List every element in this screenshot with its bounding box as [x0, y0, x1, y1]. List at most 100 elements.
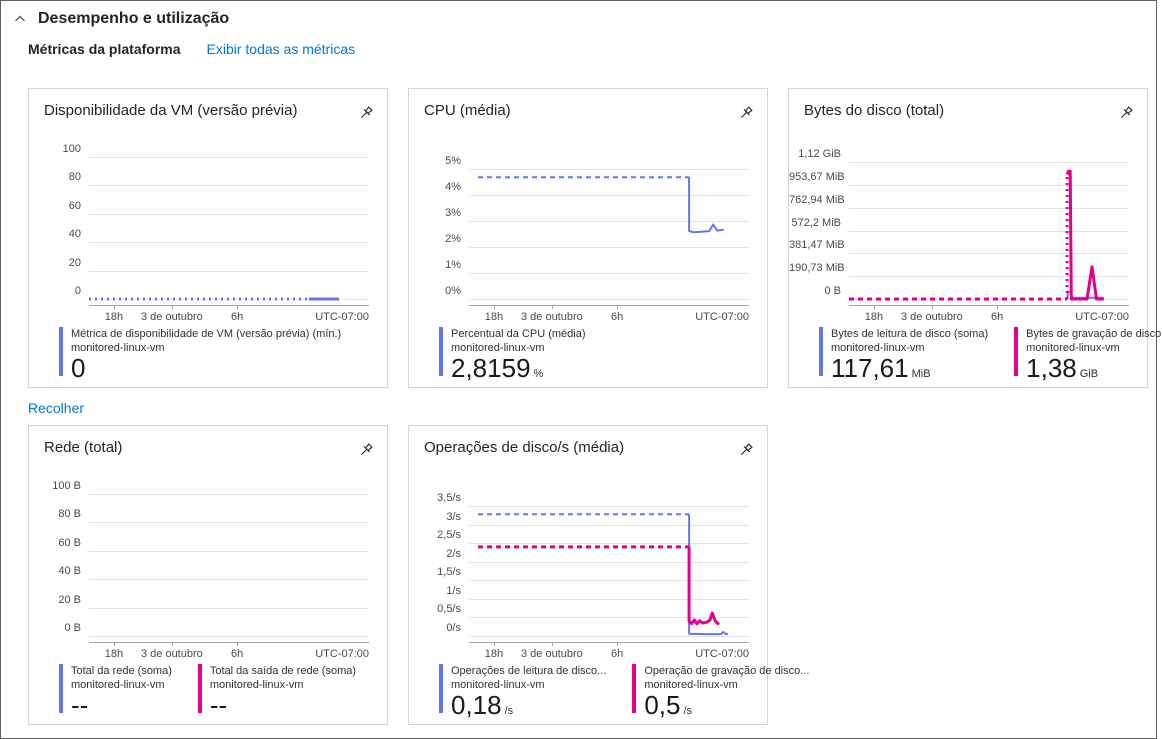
x-tick-label: 18h — [484, 648, 504, 660]
y-tick-label: 0/s — [446, 622, 461, 634]
x-axis-line — [89, 642, 369, 643]
x-axis-line — [469, 305, 749, 306]
legend-item[interactable]: Total da rede (soma) monitored-linux-vm -- — [59, 664, 172, 718]
metric-card[interactable]: Disponibilidade da VM (versão prévia) 100… — [28, 88, 388, 388]
platform-metrics-label: Métricas da plataforma — [28, 41, 181, 57]
timezone-label: UTC-07:00 — [315, 311, 369, 323]
legend-resource: monitored-linux-vm — [1026, 342, 1120, 354]
gridline — [89, 636, 369, 637]
x-tick-label: 6h — [990, 311, 1004, 323]
card-title: Rede (total) — [44, 439, 123, 456]
chart-plot — [478, 176, 724, 234]
legend-item[interactable]: Bytes de gravação de disco (soma) monitor… — [1014, 327, 1162, 381]
show-all-metrics-link[interactable]: Exibir todas as métricas — [206, 41, 356, 57]
legend-value: -- — [209, 690, 228, 720]
gridline — [469, 524, 749, 526]
x-tick-label: 18h — [864, 311, 884, 323]
legend-label: Percentual da CPU (média) — [451, 328, 586, 340]
y-tick-label: 0 B — [824, 285, 841, 297]
legend-item[interactable]: Métrica de disponibilidade de VM (versão… — [59, 327, 341, 381]
gridline — [469, 169, 749, 170]
chart-plot — [849, 169, 1104, 301]
pin-button[interactable] — [734, 102, 756, 124]
legend-item[interactable]: Percentual da CPU (média) monitored-linux… — [439, 327, 586, 381]
legend-value: 2,8159 — [451, 353, 531, 383]
gridline — [89, 494, 369, 495]
legend-color-bar — [1014, 327, 1019, 376]
legend-resource: monitored-linux-vm — [71, 342, 165, 354]
x-tick-label: 18h — [104, 311, 124, 323]
legend-item[interactable]: Operações de leitura de disco... monitore… — [439, 664, 606, 718]
legend-resource: monitored-linux-vm — [451, 342, 545, 354]
gridline — [469, 636, 749, 637]
y-tick-label: 2,5/s — [437, 529, 461, 542]
x-axis-tick — [493, 305, 495, 309]
pin-button[interactable] — [1114, 102, 1136, 124]
x-axis-tick — [617, 305, 619, 309]
y-tick-label: 1/s — [446, 584, 461, 597]
legend-color-bar — [439, 327, 443, 376]
chart-line-blue — [688, 177, 724, 234]
gridline — [469, 598, 749, 600]
timezone-label: UTC-07:00 — [1075, 311, 1129, 323]
legend-value: 0,18 — [451, 690, 502, 720]
pin-icon — [360, 442, 373, 455]
y-tick-label: 80 — [68, 171, 81, 184]
y-tick-label: 5% — [445, 155, 461, 167]
x-axis-tick — [237, 642, 239, 646]
y-tick-label: 0 B — [64, 622, 81, 634]
pin-button[interactable] — [734, 439, 756, 461]
y-tick-label: 0 — [74, 285, 81, 297]
gridline — [89, 270, 369, 272]
legend-unit: /s — [504, 705, 514, 717]
legend-label: Operações de leitura de disco... — [451, 665, 607, 677]
legend-color-bar — [59, 664, 63, 713]
x-tick-label: 6h — [610, 311, 624, 323]
y-tick-label: 0,5/s — [437, 603, 461, 616]
collapse-link[interactable]: Recolher — [28, 400, 85, 416]
card-title: Operações de disco/s (média) — [424, 439, 625, 456]
y-tick-label: 3/s — [446, 510, 461, 523]
legend-item[interactable]: Total da saída de rede (soma) monitored-l… — [197, 664, 357, 720]
x-axis-line — [849, 305, 1129, 306]
pin-icon — [740, 105, 753, 118]
legend-color-bar — [819, 327, 823, 376]
legend-resource: monitored-linux-vm — [451, 679, 545, 691]
x-axis-tick — [551, 305, 553, 309]
x-tick-label: 18h — [104, 648, 124, 660]
x-axis-tick — [171, 642, 173, 646]
pin-icon — [740, 442, 753, 455]
x-tick-label: 6h — [230, 648, 244, 660]
legend-color-bar — [59, 327, 63, 376]
x-axis-tick — [171, 305, 173, 309]
metrics-subheader: Métricas da plataforma Exibir todas as m… — [28, 41, 355, 57]
legend-color-bar — [197, 664, 202, 713]
pin-button[interactable] — [354, 439, 376, 461]
x-tick-label: 3 de outubro — [900, 311, 963, 323]
gridline — [89, 157, 369, 158]
metric-card[interactable]: Operações de disco/s (média) 3,5/s 3/s 2,5/… — [408, 425, 809, 725]
legend-unit: GiB — [1079, 368, 1099, 380]
gridline — [89, 522, 369, 524]
metric-card[interactable]: CPU (média) 5% 4% 3% 2% 1% 0% 18h 3 de outubro 6h… — [408, 88, 768, 388]
legend-row: Percentual da CPU (média) monitored-linux… — [439, 327, 586, 381]
metric-card[interactable]: Bytes do disco (total) 1,12 GiB 953,67 MiB… — [788, 88, 1162, 388]
x-axis-tick — [997, 305, 999, 309]
gridline — [89, 213, 369, 215]
y-tick-label: 190,73 MiB — [789, 262, 845, 275]
pin-button[interactable] — [354, 102, 376, 124]
legend-item[interactable]: Bytes de leitura de disco (soma) monitore… — [819, 327, 988, 381]
metric-card[interactable]: Rede (total) 100 B 80 B 60 B 40 B 20 B 0 B 18h 3… — [28, 425, 388, 725]
x-axis-tick — [113, 642, 115, 646]
timezone-label: UTC-07:00 — [695, 648, 749, 660]
gridline — [469, 195, 749, 196]
legend-unit: /s — [683, 705, 693, 717]
y-tick-label: 1,12 GiB — [798, 148, 841, 160]
y-tick-label: 20 B — [58, 593, 81, 606]
legend-item[interactable]: Operação de gravação de disco... monitore… — [632, 664, 809, 718]
y-tick-label: 1% — [445, 259, 461, 271]
chevron-up-icon[interactable] — [11, 10, 29, 28]
gridline — [89, 550, 369, 552]
gridline — [469, 543, 749, 545]
legend-label: Total da saída de rede (soma) — [209, 665, 357, 677]
